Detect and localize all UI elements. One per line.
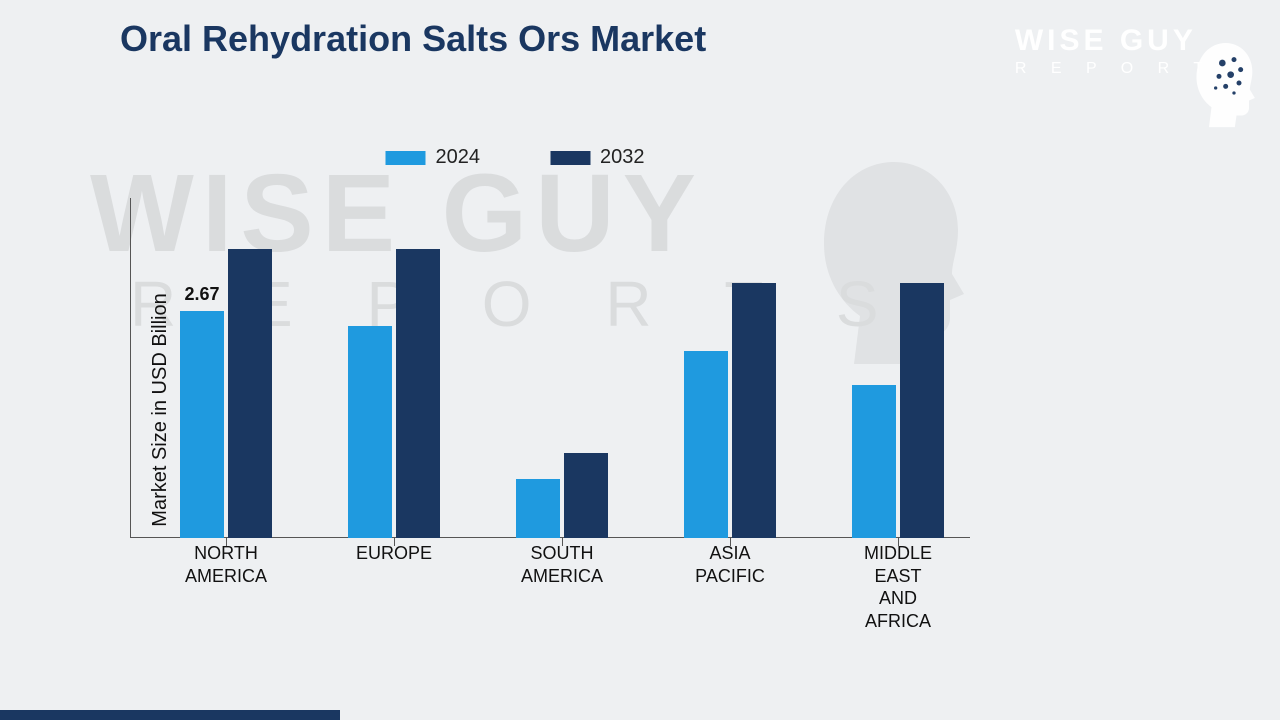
- logo: WISE GUY R E P O R T S: [1015, 26, 1248, 82]
- bar-2032: [732, 283, 776, 538]
- x-tick-label: NORTHAMERICA: [151, 542, 301, 587]
- stage: WISE GUY R E P O R T S Oral Rehydration …: [0, 0, 1280, 720]
- bar-2032: [228, 249, 272, 538]
- bar-2032: [564, 453, 608, 538]
- bar-2024: [852, 385, 896, 538]
- x-tick-label: ASIAPACIFIC: [655, 542, 805, 587]
- legend: 2024 2032: [386, 146, 645, 169]
- bar-2024: [684, 351, 728, 538]
- chart-area: 2024 2032 Market Size in USD Billion 2.6…: [50, 140, 980, 680]
- bar-2024: [348, 326, 392, 539]
- bar-2032: [900, 283, 944, 538]
- bottom-accent-bar: [0, 710, 340, 720]
- legend-swatch-2024: [386, 151, 426, 165]
- legend-label-2032: 2032: [600, 146, 645, 169]
- legend-item-2032: 2032: [550, 146, 645, 169]
- bar-value-label: 2.67: [184, 284, 219, 305]
- legend-label-2024: 2024: [436, 146, 481, 169]
- bar-2024: [516, 479, 560, 539]
- logo-head-icon: [1182, 38, 1266, 138]
- plot-area: 2.67: [130, 198, 970, 538]
- x-tick-label: MIDDLEEASTANDAFRICA: [823, 542, 973, 632]
- x-tick-label: SOUTHAMERICA: [487, 542, 637, 587]
- y-axis: [130, 198, 131, 538]
- page-title: Oral Rehydration Salts Ors Market: [120, 18, 706, 60]
- bar-2024: [180, 311, 224, 538]
- x-tick-label: EUROPE: [319, 542, 469, 565]
- bar-2032: [396, 249, 440, 538]
- legend-item-2024: 2024: [386, 146, 481, 169]
- legend-swatch-2032: [550, 151, 590, 165]
